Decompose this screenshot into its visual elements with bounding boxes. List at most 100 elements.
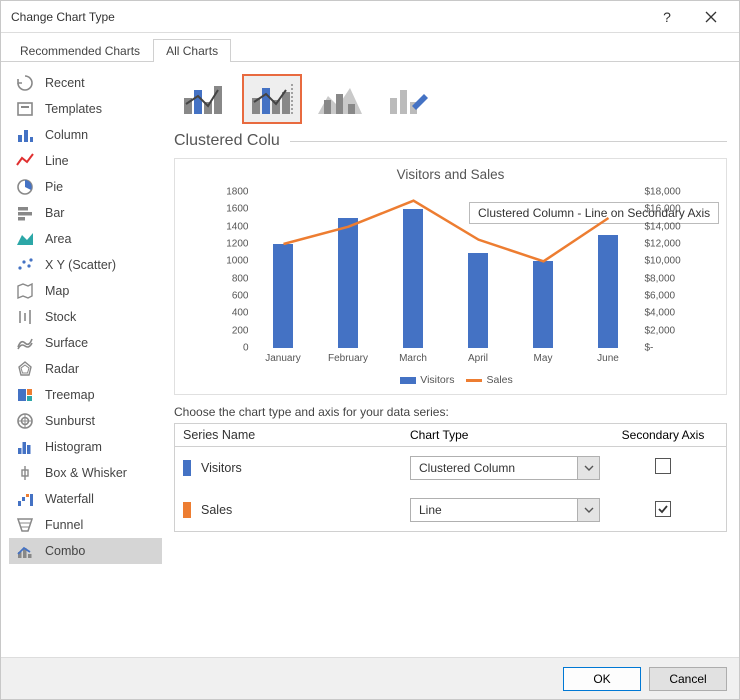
combo-subtype-1-icon <box>180 80 228 118</box>
sidebar-item-map[interactable]: Map <box>9 278 162 304</box>
combo-subtype-3[interactable] <box>310 74 370 124</box>
chart-title: Visitors and Sales <box>185 167 716 182</box>
funnel-icon <box>15 516 35 534</box>
sidebar-item-label: Funnel <box>45 518 83 532</box>
subtype-heading: Clustered Colu <box>174 132 290 150</box>
combo-icon <box>15 542 35 560</box>
col-series-name: Series Name <box>175 428 410 442</box>
y1-tick: 800 <box>201 273 249 284</box>
sidebar-item-boxwhisker[interactable]: Box & Whisker <box>9 460 162 486</box>
sidebar-item-histogram[interactable]: Histogram <box>9 434 162 460</box>
secondary-axis-checkbox[interactable] <box>655 458 671 474</box>
sidebar-item-scatter[interactable]: X Y (Scatter) <box>9 252 162 278</box>
y2-tick: $6,000 <box>645 291 701 302</box>
y2-tick: $2,000 <box>645 325 701 336</box>
sidebar-item-label: Sunburst <box>45 414 95 428</box>
sidebar-item-funnel[interactable]: Funnel <box>9 512 162 538</box>
waterfall-icon <box>15 490 35 508</box>
secondary-axis-checkbox[interactable] <box>655 501 671 517</box>
treemap-icon <box>15 386 35 404</box>
recent-icon <box>15 74 35 92</box>
y2-tick: $18,000 <box>645 187 701 198</box>
combo-subtype-2-icon <box>248 80 296 118</box>
heading-rule <box>290 141 727 142</box>
sidebar-item-label: Line <box>45 154 69 168</box>
y2-tick: $16,000 <box>645 204 701 215</box>
line-series <box>251 192 641 348</box>
series-grid: Series Name Chart Type Secondary Axis Vi… <box>174 423 727 532</box>
main-panel: Clustered Colu Clustered Column - Line o… <box>166 62 739 627</box>
sidebar-item-label: Treemap <box>45 388 95 402</box>
sidebar-item-sunburst[interactable]: Sunburst <box>9 408 162 434</box>
sidebar-item-radar[interactable]: Radar <box>9 356 162 382</box>
tab-all-charts[interactable]: All Charts <box>153 39 231 62</box>
column-icon <box>15 126 35 144</box>
chevron-down-icon <box>577 457 599 479</box>
sidebar-item-stock[interactable]: Stock <box>9 304 162 330</box>
sidebar-item-label: Surface <box>45 336 88 350</box>
sidebar-item-label: Radar <box>45 362 79 376</box>
sidebar-item-waterfall[interactable]: Waterfall <box>9 486 162 512</box>
sidebar-item-label: Box & Whisker <box>45 466 127 480</box>
y2-tick: $4,000 <box>645 308 701 319</box>
close-icon <box>705 11 717 23</box>
y1-tick: 1600 <box>201 204 249 215</box>
combo-subtype-2[interactable] <box>242 74 302 124</box>
change-chart-type-dialog: Change Chart Type ? Recommended Charts A… <box>0 0 740 700</box>
chart-plot-area: 020040060080010001200140016001800 $- $2,… <box>201 188 701 388</box>
sidebar-item-label: Recent <box>45 76 85 90</box>
sidebar-item-label: Pie <box>45 180 63 194</box>
y1-tick: 1400 <box>201 221 249 232</box>
combo-subtype-custom[interactable] <box>378 74 438 124</box>
x-tick: March <box>383 353 443 364</box>
sidebar-item-label: Map <box>45 284 69 298</box>
area-icon <box>15 230 35 248</box>
y1-tick: 1000 <box>201 256 249 267</box>
y2-tick: $14,000 <box>645 221 701 232</box>
templates-icon <box>15 100 35 118</box>
cancel-button[interactable]: Cancel <box>649 667 727 691</box>
sidebar-item-column[interactable]: Column <box>9 122 162 148</box>
bar <box>403 209 423 348</box>
sidebar-item-templates[interactable]: Templates <box>9 96 162 122</box>
line-icon <box>15 152 35 170</box>
chart-type-dropdown[interactable]: Line <box>410 498 600 522</box>
bar <box>598 235 618 348</box>
x-tick: June <box>578 353 638 364</box>
pie-icon <box>15 178 35 196</box>
chart-preview: Visitors and Sales 020040060080010001200… <box>174 158 727 395</box>
series-swatch <box>183 502 191 518</box>
tab-recommended[interactable]: Recommended Charts <box>7 39 153 62</box>
sidebar-item-label: Histogram <box>45 440 102 454</box>
col-secondary-axis: Secondary Axis <box>600 428 726 442</box>
sidebar-item-bar[interactable]: Bar <box>9 200 162 226</box>
chart-type-dropdown[interactable]: Clustered Column <box>410 456 600 480</box>
combo-subtype-1[interactable] <box>174 74 234 124</box>
close-button[interactable] <box>689 3 733 31</box>
radar-icon <box>15 360 35 378</box>
bar <box>338 218 358 348</box>
series-panel-label: Choose the chart type and axis for your … <box>174 405 727 419</box>
y1-tick: 1800 <box>201 187 249 198</box>
y1-tick: 200 <box>201 325 249 336</box>
bar-icon <box>15 204 35 222</box>
help-button[interactable]: ? <box>645 3 689 31</box>
y2-tick: $10,000 <box>645 256 701 267</box>
chart-type-value: Clustered Column <box>411 461 577 475</box>
combo-subtype-3-icon <box>316 80 364 118</box>
x-tick: January <box>253 353 313 364</box>
sidebar-item-pie[interactable]: Pie <box>9 174 162 200</box>
sidebar-item-label: Stock <box>45 310 76 324</box>
sidebar-item-area[interactable]: Area <box>9 226 162 252</box>
sidebar-item-treemap[interactable]: Treemap <box>9 382 162 408</box>
boxwhisker-icon <box>15 464 35 482</box>
sidebar-item-combo[interactable]: Combo <box>9 538 162 564</box>
sidebar-item-surface[interactable]: Surface <box>9 330 162 356</box>
sidebar-item-line[interactable]: Line <box>9 148 162 174</box>
series-name-label: Sales <box>201 503 232 517</box>
sidebar-item-label: Area <box>45 232 71 246</box>
combo-subtype-row <box>174 74 727 124</box>
sidebar-item-recent[interactable]: Recent <box>9 70 162 96</box>
map-icon <box>15 282 35 300</box>
ok-button[interactable]: OK <box>563 667 641 691</box>
